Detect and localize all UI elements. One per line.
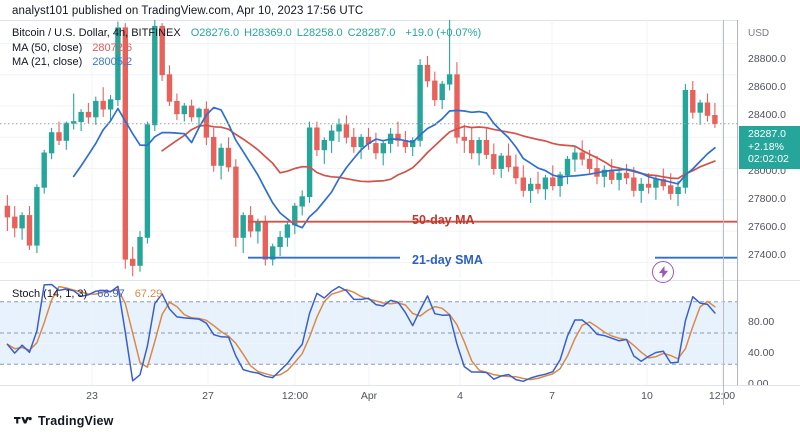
price-pane[interactable]	[0, 20, 737, 278]
publisher-line: analyst101 published on TradingView.com,…	[12, 5, 364, 17]
legend-symbol-row[interactable]: Bitcoin / U.S. Dollar, 4h, BITFINEX O2827…	[12, 26, 481, 41]
badge-change: +2.18%	[748, 140, 784, 153]
legend-change: +19.0 (+0.07%)	[405, 27, 482, 39]
legend-ma50-value: 28072.6	[92, 41, 133, 54]
stoch-d-value: 67.29	[134, 288, 163, 300]
legend-close-value: 28287.0	[355, 27, 396, 39]
stoch-tick-40: 40.00	[748, 347, 775, 359]
legend-ma21-value: 28005.2	[92, 56, 133, 68]
lightning-bolt-icon[interactable]	[652, 261, 674, 283]
badge-timer: 02:02:02	[748, 153, 789, 165]
stochastic-legend[interactable]: Stoch (14, 1, 3) 68.97 67.29	[12, 288, 162, 300]
current-price-badge[interactable]: 28287.0 +2.18% 02:02:02	[739, 126, 800, 169]
chart-legend: Bitcoin / U.S. Dollar, 4h, BITFINEX O2827…	[12, 26, 481, 70]
stoch-tick-80: 80.00	[748, 316, 775, 328]
legend-ma50-label: MA (50, close)	[12, 41, 83, 54]
time-tick-1: 27	[202, 390, 214, 402]
stochastic-chart-svg	[0, 281, 737, 385]
legend-ma21-row[interactable]: MA (21, close) 28005.2	[12, 55, 481, 70]
annotation-21-day-sma: 21-day SMA	[412, 253, 483, 267]
time-tick-0: 23	[86, 390, 98, 402]
axis-pane-divider	[738, 280, 800, 281]
legend-symbol: Bitcoin / U.S. Dollar, 4h, BITFINEX	[12, 27, 181, 39]
legend-high-value: 28369.0	[252, 27, 292, 39]
legend-close-label: C	[347, 27, 356, 39]
stoch-k-value: 68.97	[97, 288, 125, 300]
legend-low-label: L	[296, 27, 303, 39]
legend-ma21-label: MA (21, close)	[12, 56, 83, 68]
stoch-title: Stoch (14, 1, 3)	[12, 288, 88, 300]
time-tick-4: 4	[457, 390, 463, 402]
price-tick-27600: 27600.0	[748, 221, 786, 233]
legend-low-value: 28258.0	[302, 27, 343, 39]
time-tick-7: 12:00	[708, 390, 736, 402]
price-tick-27400: 27400.0	[748, 249, 786, 261]
tradingview-logo-icon	[14, 417, 32, 424]
time-axis[interactable]: 23 27 12:00 Apr 4 7 10 12:00	[0, 385, 800, 405]
price-tick-27800: 27800.0	[748, 193, 786, 205]
footer: TradingView	[0, 405, 800, 436]
price-tick-28600: 28600.0	[748, 81, 786, 93]
time-tick-2: 12:00	[281, 390, 309, 402]
price-chart-svg	[0, 20, 737, 278]
legend-open-value: 28276.0	[199, 27, 240, 39]
legend-ma50-row[interactable]: MA (50, close) 28072.6	[12, 41, 481, 56]
badge-price: 28287.0	[748, 128, 786, 140]
time-tick-3: Apr	[360, 390, 378, 402]
price-axis[interactable]: USD 28800.0 28600.0 28400.0 28000.0 2780…	[737, 20, 800, 405]
tradingview-logo[interactable]: TradingView	[14, 414, 114, 428]
tradingview-brand: TradingView	[38, 414, 114, 428]
price-axis-unit: USD	[748, 28, 770, 39]
price-tick-28800: 28800.0	[748, 53, 786, 65]
legend-open-label: O	[190, 27, 200, 39]
annotation-50-day-ma: 50-day MA	[412, 213, 475, 227]
legend-high-label: H	[244, 27, 253, 39]
time-tick-6: 10	[641, 390, 653, 402]
price-tick-28400: 28400.0	[748, 109, 786, 121]
stochastic-pane[interactable]	[0, 281, 737, 385]
pane-divider	[0, 280, 737, 281]
time-tick-5: 7	[549, 390, 555, 402]
crosshair-vertical-line	[723, 20, 724, 405]
